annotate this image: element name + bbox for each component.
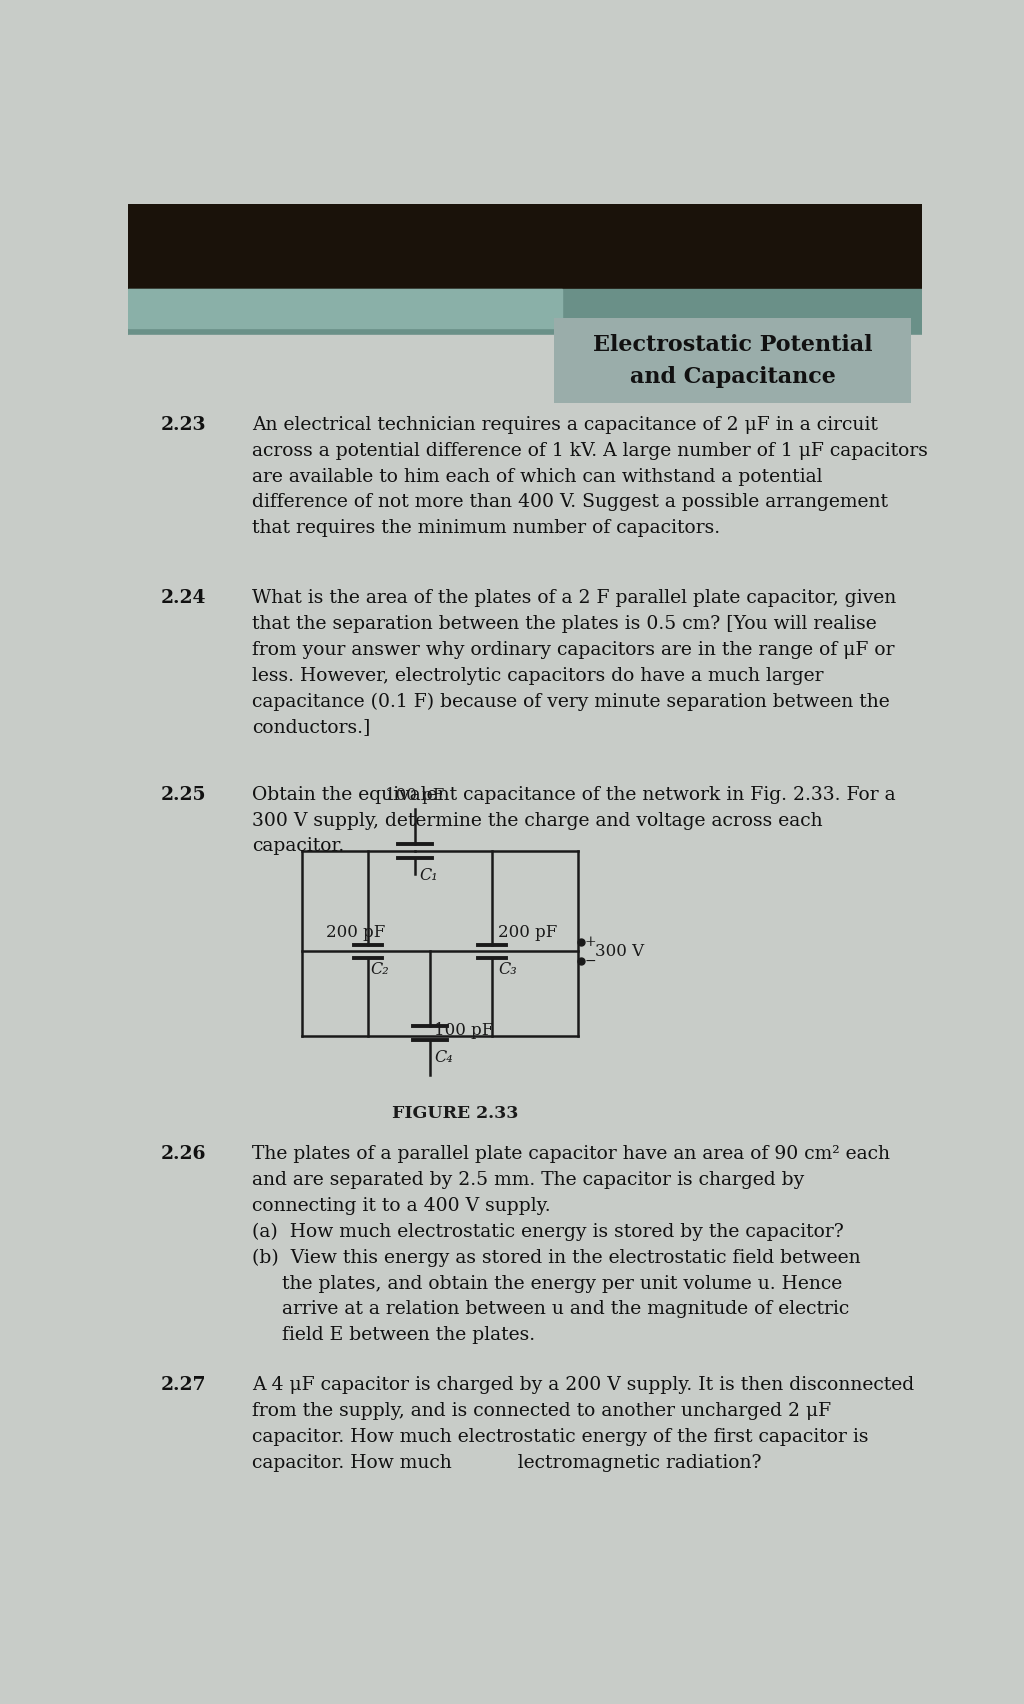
Text: What is the area of the plates of a 2 F parallel plate capacitor, given
that the: What is the area of the plates of a 2 F … bbox=[252, 590, 896, 736]
Text: 200 pF: 200 pF bbox=[499, 924, 558, 941]
Text: 2.23: 2.23 bbox=[161, 416, 206, 435]
Text: 2.24: 2.24 bbox=[161, 590, 206, 608]
Text: 2.26: 2.26 bbox=[161, 1145, 206, 1164]
Text: 100 pF: 100 pF bbox=[385, 787, 444, 804]
Text: The plates of a parallel plate capacitor have an area of 90 cm² each
and are sep: The plates of a parallel plate capacitor… bbox=[252, 1145, 890, 1344]
Text: 2.27: 2.27 bbox=[161, 1377, 206, 1394]
Text: C₂: C₂ bbox=[371, 961, 389, 978]
Bar bbox=[128, 204, 922, 300]
Text: Obtain the equivalent capacitance of the network in Fig. 2.33. For a
300 V suppl: Obtain the equivalent capacitance of the… bbox=[252, 786, 896, 855]
Bar bbox=[128, 290, 562, 327]
Text: +: + bbox=[585, 935, 596, 949]
Text: 100 pF: 100 pF bbox=[434, 1022, 494, 1039]
Text: FIGURE 2.33: FIGURE 2.33 bbox=[392, 1106, 518, 1123]
Text: 300 V: 300 V bbox=[595, 942, 644, 959]
Text: C₄: C₄ bbox=[434, 1050, 453, 1067]
Text: C₃: C₃ bbox=[499, 961, 517, 978]
Text: −: − bbox=[585, 954, 596, 968]
Text: Electrostatic Potential
and Capacitance: Electrostatic Potential and Capacitance bbox=[593, 334, 872, 389]
Text: 2.25: 2.25 bbox=[161, 786, 206, 804]
Text: A 4 μF capacitor is charged by a 200 V supply. It is then disconnected
from the : A 4 μF capacitor is charged by a 200 V s… bbox=[252, 1377, 914, 1472]
Bar bbox=[554, 319, 910, 404]
Text: 200 pF: 200 pF bbox=[326, 924, 385, 941]
Bar bbox=[128, 290, 922, 336]
Text: An electrical technician requires a capacitance of 2 μF in a circuit
across a po: An electrical technician requires a capa… bbox=[252, 416, 928, 537]
Text: C₁: C₁ bbox=[420, 867, 438, 884]
